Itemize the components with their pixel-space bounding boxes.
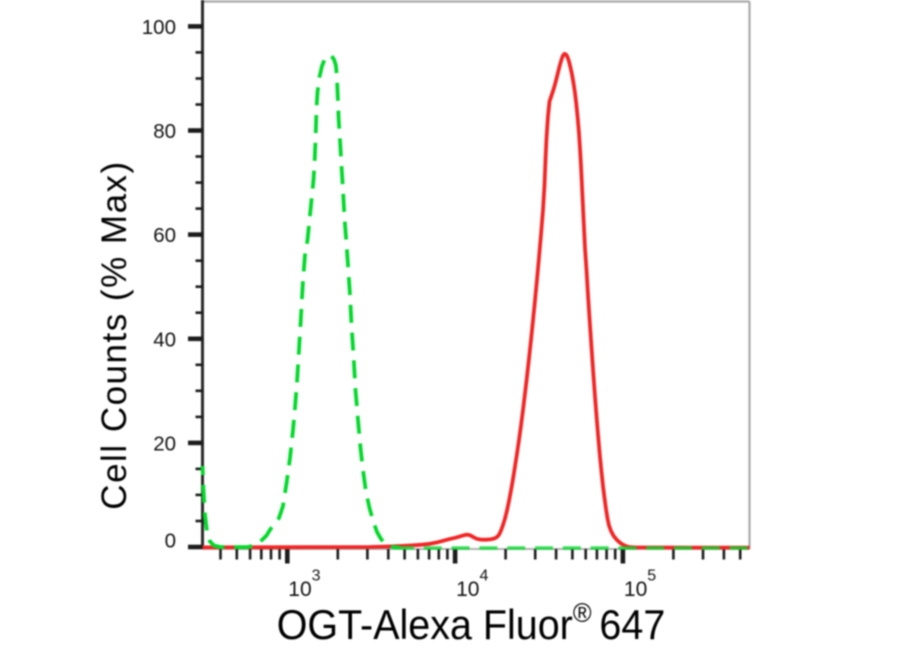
svg-text:Cell Counts (% Max): Cell Counts (% Max) [95, 160, 134, 509]
svg-text:60: 60 [153, 224, 176, 247]
svg-text:OGT-Alexa Fluor® 647: OGT-Alexa Fluor® 647 [277, 597, 666, 648]
svg-text:40: 40 [153, 328, 176, 351]
svg-text:80: 80 [153, 120, 176, 143]
svg-text:100: 100 [142, 16, 176, 39]
svg-text:20: 20 [153, 433, 176, 456]
svg-text:0: 0 [165, 530, 176, 553]
